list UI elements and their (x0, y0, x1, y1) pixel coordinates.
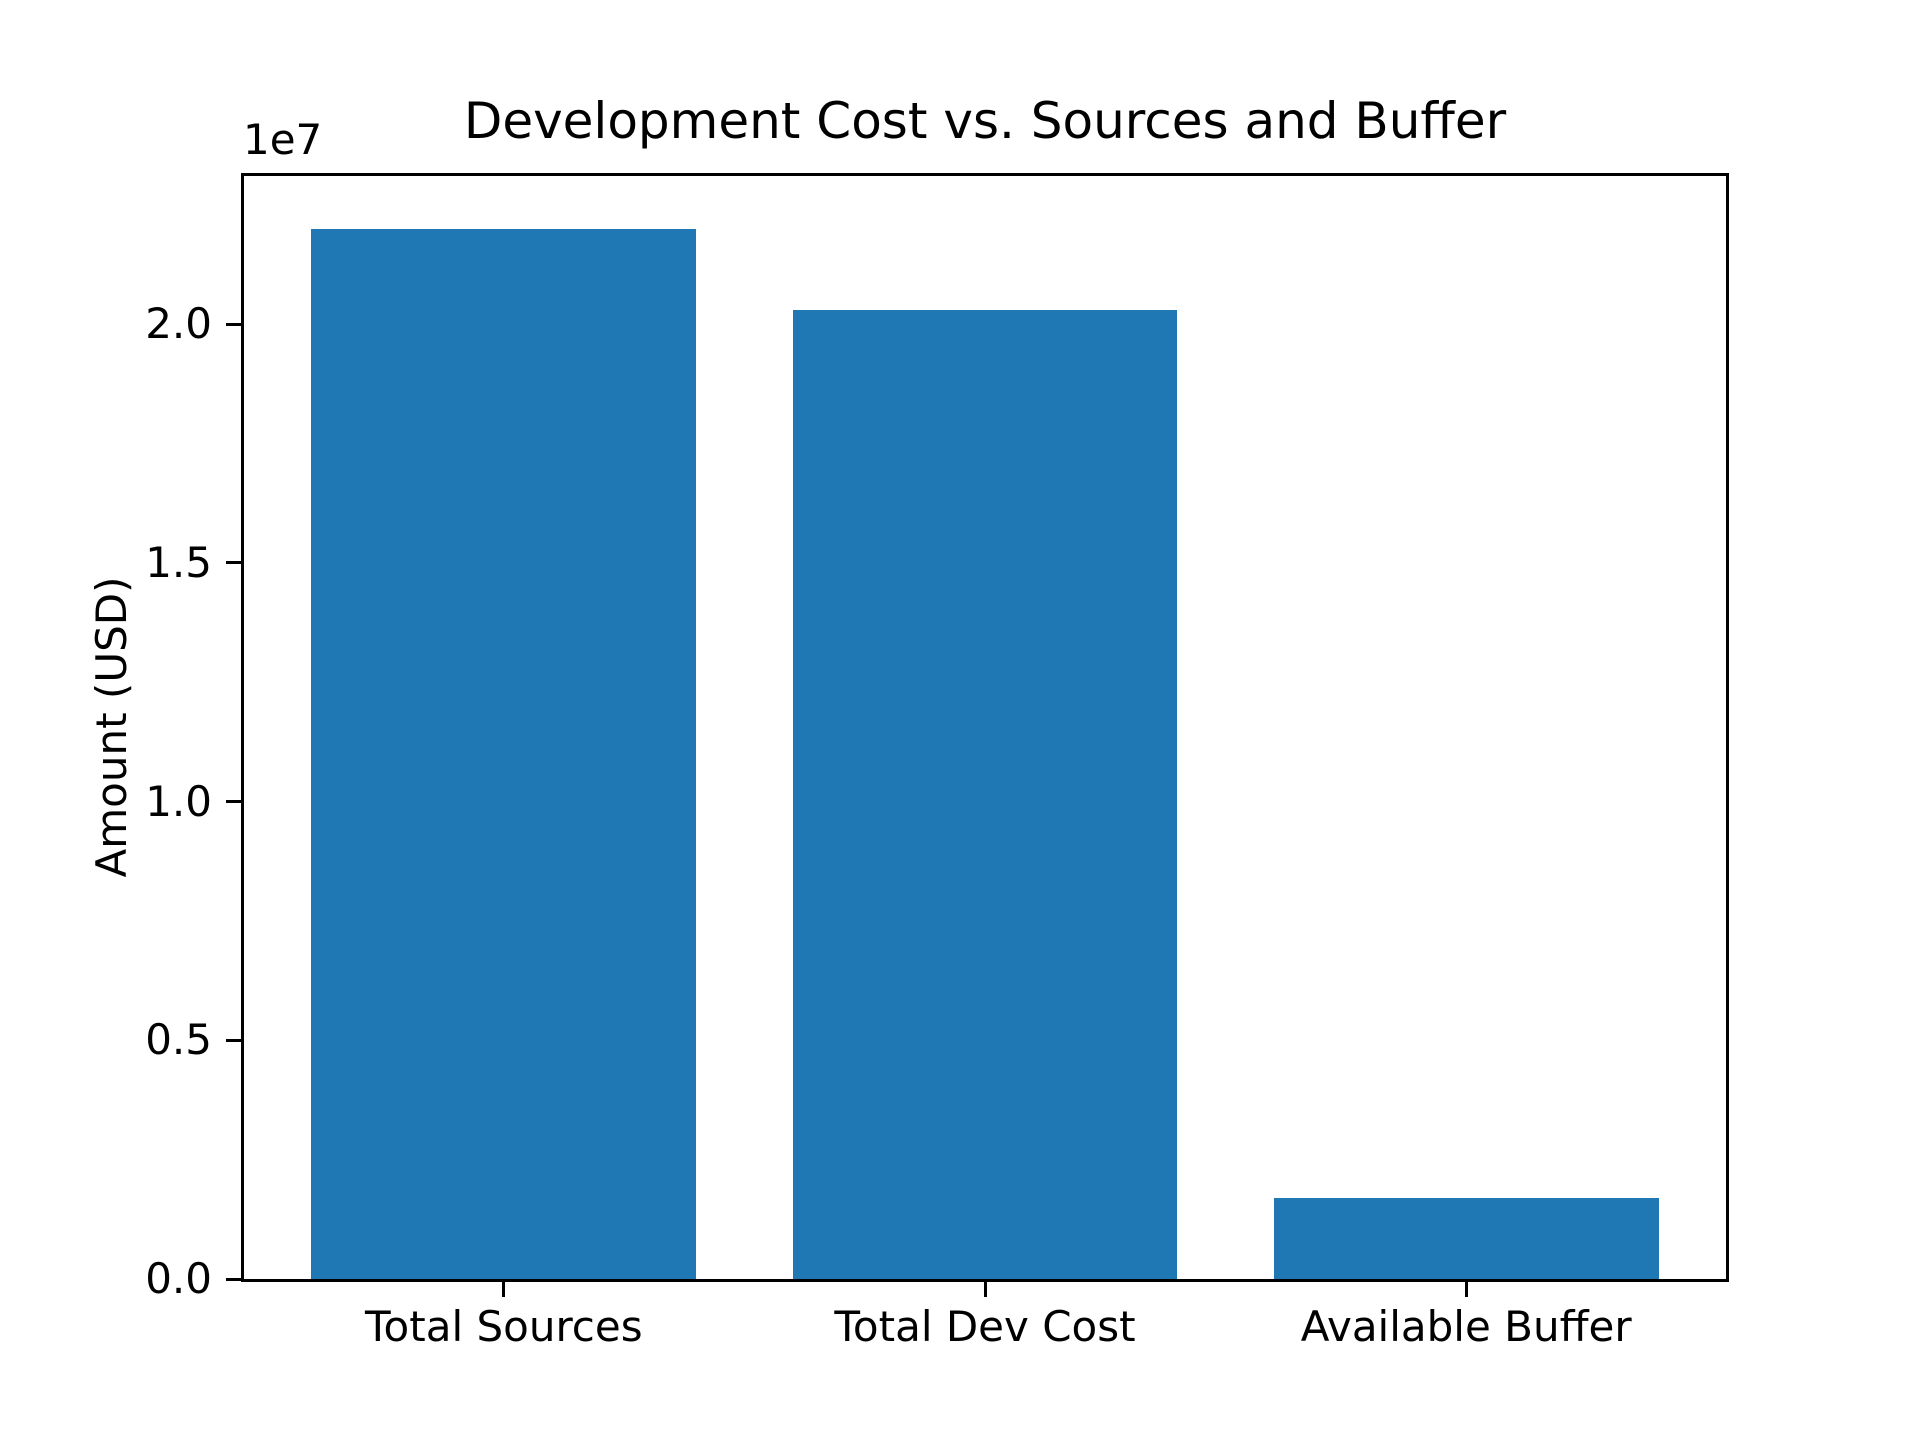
x-tick-mark (502, 1282, 506, 1297)
y-tick-mark (226, 1277, 241, 1281)
bar-total-sources (311, 228, 697, 1279)
x-tick-label: Available Buffer (1300, 1302, 1632, 1351)
x-tick-label: Total Dev Cost (834, 1302, 1136, 1351)
bar-total-dev-cost (792, 309, 1178, 1279)
y-tick-label: 2.0 (145, 299, 212, 349)
y-axis-label: Amount (USD) (87, 576, 136, 878)
y-tick-mark (226, 322, 241, 326)
y-tick-label: 1.0 (145, 776, 212, 826)
x-tick-mark (1464, 1282, 1468, 1297)
y-tick-label: 0.5 (145, 1015, 212, 1065)
bar-available-buffer (1273, 1197, 1659, 1279)
y-tick-label: 0.0 (145, 1254, 212, 1303)
y-tick-mark (226, 800, 241, 803)
x-tick-label: Total Sources (365, 1302, 643, 1351)
x-tick-mark (983, 1282, 987, 1297)
chart-title: Development Cost vs. Sources and Buffer (463, 92, 1507, 150)
y-tick-label: 1.5 (145, 537, 212, 587)
plot-area (241, 173, 1729, 1282)
y-axis-offset-text: 1e7 (243, 115, 323, 164)
y-tick-mark (226, 1038, 241, 1042)
y-tick-mark (226, 561, 241, 565)
